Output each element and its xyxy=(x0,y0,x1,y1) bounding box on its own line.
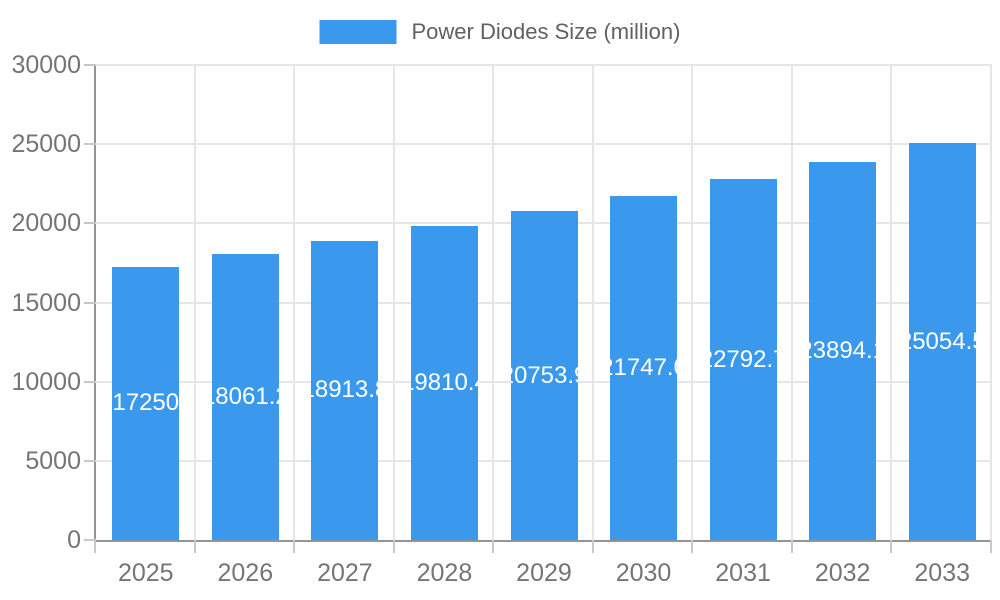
bar[interactable]: 19810.4 xyxy=(410,226,478,540)
y-axis-tick xyxy=(84,380,96,383)
bar[interactable]: 18061.2 xyxy=(211,254,279,540)
legend[interactable]: Power Diodes Size (million) xyxy=(319,19,681,45)
x-gridline xyxy=(990,65,992,540)
x-axis-line xyxy=(94,540,992,542)
y-axis-tick xyxy=(84,143,96,146)
legend-swatch xyxy=(319,20,397,44)
bar[interactable]: 25054.5 xyxy=(908,143,976,540)
x-gridline xyxy=(890,65,893,540)
x-axis-tick xyxy=(293,540,296,553)
x-tick-label: 2033 xyxy=(914,559,971,587)
bar[interactable]: 22792.7 xyxy=(709,179,777,540)
x-gridline xyxy=(492,65,495,540)
y-gridline xyxy=(96,143,992,146)
bar-value-label: 21747.0 xyxy=(610,353,677,381)
x-gridline xyxy=(591,65,594,540)
x-axis-tick xyxy=(691,540,694,553)
y-tick-label: 20000 xyxy=(11,209,81,238)
x-tick-label: 2028 xyxy=(416,559,473,587)
x-tick-label: 2031 xyxy=(715,559,771,587)
x-tick-label: 2025 xyxy=(117,559,174,587)
bar[interactable]: 18913.8 xyxy=(311,240,379,540)
bar[interactable]: 17250 xyxy=(112,266,180,540)
bar-value-label: 22792.7 xyxy=(710,345,777,373)
y-tick-label: 30000 xyxy=(11,51,81,79)
y-axis-tick xyxy=(84,222,96,225)
x-gridline xyxy=(193,65,196,540)
bar-value-label: 23894.1 xyxy=(809,336,876,364)
x-gridline xyxy=(790,65,793,540)
bar-value-label: 18061.2 xyxy=(212,383,279,411)
y-tick-label: 0 xyxy=(67,526,81,554)
bar[interactable]: 20753.9 xyxy=(510,211,578,540)
y-gridline xyxy=(96,64,992,66)
y-axis-tick xyxy=(84,64,96,66)
bar-value-label: 17250 xyxy=(112,389,180,417)
x-gridline xyxy=(691,65,694,540)
y-axis-tick xyxy=(84,539,96,541)
y-axis-tick xyxy=(84,459,96,462)
x-axis-tick xyxy=(492,540,495,553)
x-axis-tick xyxy=(591,540,594,553)
plot-area: 17250 18061.2 18913.8 19810.4 20753.9 21747.0… xyxy=(96,64,992,540)
y-tick-label: 10000 xyxy=(11,367,81,396)
y-tick-label: 5000 xyxy=(25,446,81,475)
x-axis-tick xyxy=(94,540,96,553)
x-tick-label: 2027 xyxy=(317,559,373,587)
bar[interactable]: 23894.1 xyxy=(809,161,877,540)
x-tick-label: 2032 xyxy=(814,559,871,587)
x-tick-label: 2030 xyxy=(615,559,672,587)
x-gridline xyxy=(392,65,395,540)
x-gridline xyxy=(293,65,296,540)
y-tick-label: 15000 xyxy=(11,288,81,317)
x-axis-tick xyxy=(990,540,992,553)
x-axis-tick xyxy=(890,540,893,553)
x-tick-label: 2026 xyxy=(217,559,274,587)
y-tick-label: 25000 xyxy=(11,130,81,159)
x-tick-label: 2029 xyxy=(516,559,572,587)
bar-value-label: 20753.9 xyxy=(511,361,578,389)
bar-value-label: 18913.8 xyxy=(311,376,378,404)
y-axis-tick xyxy=(84,301,96,304)
x-axis-tick xyxy=(790,540,793,553)
bar-value-label: 19810.4 xyxy=(411,369,478,397)
legend-label: Power Diodes Size (million) xyxy=(411,19,681,44)
x-axis-tick xyxy=(193,540,196,553)
bar[interactable]: 21747.0 xyxy=(610,195,678,540)
bar-value-label: 25054.5 xyxy=(909,327,976,355)
x-axis-tick xyxy=(392,540,395,553)
